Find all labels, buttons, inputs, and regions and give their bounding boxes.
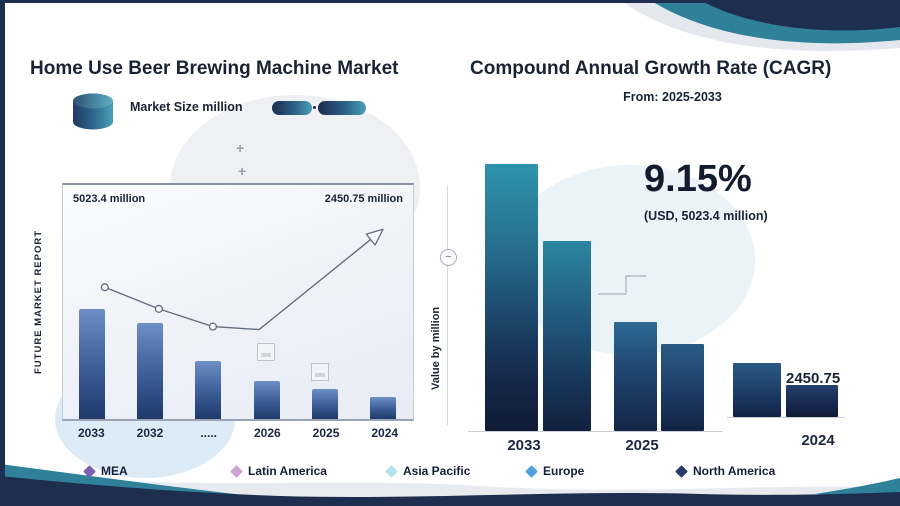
- plus-decoration: +: [238, 163, 247, 179]
- value-right-label: 2450.75 million: [324, 193, 403, 205]
- cagr-value: 9.15%: [644, 158, 752, 200]
- bar-value-label: 2450.75: [786, 370, 841, 387]
- market-size-bar: [369, 396, 396, 419]
- legend-label: Latin America: [248, 464, 327, 478]
- market-size-bar: [311, 389, 338, 419]
- x-axis-label: 2024: [371, 426, 399, 440]
- axis-baseline: [468, 431, 723, 432]
- left-bars-group: [63, 185, 413, 419]
- future-market-report-label: FUTURE MARKET REPORT: [33, 229, 44, 375]
- cagr-bar: [733, 362, 781, 417]
- bottom-wave-decoration: [0, 464, 900, 506]
- value-left-label: 5023.4 million: [73, 193, 146, 205]
- legend-item: MEA: [83, 464, 128, 478]
- pill-decoration: [272, 101, 312, 115]
- legend-diamond-icon: [230, 464, 243, 478]
- market-size-bar: [253, 380, 280, 419]
- cagr-bar: [786, 385, 838, 417]
- market-size-bar: [195, 361, 222, 419]
- right-title: Compound Annual Growth Rate (CAGR): [470, 58, 832, 79]
- top-right-wave-decoration: [620, 0, 900, 52]
- legend-item: Asia Pacific: [385, 464, 471, 478]
- legend-diamond-icon: [385, 464, 398, 478]
- x-axis-label: 2025: [312, 426, 340, 440]
- cagr-bar: [485, 164, 538, 431]
- left-x-axis: 2033 2032..... 2026 2025 2024: [62, 426, 414, 440]
- trend-arrow-line: [100, 228, 384, 331]
- legend-label: MEA: [101, 464, 128, 478]
- top-edge-strip: [0, 0, 900, 3]
- left-chart-panel: 5023.4 million 2450.75 million: [62, 183, 414, 421]
- legend-diamond-icon: [675, 464, 688, 478]
- legend-diamond-icon: [525, 464, 538, 478]
- section-divider: [447, 185, 448, 425]
- plus-decoration: +: [236, 140, 245, 156]
- right-subtitle: From: 2025-2033: [623, 90, 722, 104]
- region-legend: MEA Latin America Asia Pacific Europe North …: [0, 464, 900, 482]
- x-axis-label: .....: [200, 426, 218, 440]
- x-axis-label: 2032: [136, 426, 164, 440]
- axis-baseline: [727, 417, 845, 418]
- market-size-label: Market Size million: [130, 100, 243, 114]
- market-size-bar: [79, 309, 106, 419]
- left-title: Home Use Beer Brewing Machine Market: [30, 58, 399, 79]
- legend-label: Europe: [543, 464, 585, 478]
- legend-item: North America: [675, 464, 776, 478]
- cagr-bar: [614, 322, 657, 431]
- legend-item: Latin America: [230, 464, 327, 478]
- x-axis-label: 2026: [254, 426, 281, 440]
- watermark-icon: [311, 363, 329, 381]
- legend-item: Europe: [525, 464, 585, 478]
- legend-label: North America: [693, 464, 776, 478]
- cagr-bar: [661, 343, 704, 431]
- value-by-million-label: Value by million: [430, 306, 442, 390]
- market-size-bar: [137, 323, 164, 419]
- left-edge-strip: [0, 0, 5, 506]
- legend-diamond-icon: [83, 464, 96, 478]
- cagr-bar: [543, 240, 591, 431]
- x-axis-label: 2033: [77, 426, 105, 440]
- legend-label: Asia Pacific: [403, 464, 471, 478]
- cagr-caption: (USD, 5023.4 million): [644, 209, 768, 223]
- pill-decoration: [318, 101, 366, 115]
- dot-decoration: [313, 106, 316, 109]
- watermark-icon: [257, 343, 275, 361]
- minus-circle-icon: −: [440, 249, 457, 266]
- step-bracket-decoration: [598, 275, 646, 295]
- database-icon: [73, 93, 113, 130]
